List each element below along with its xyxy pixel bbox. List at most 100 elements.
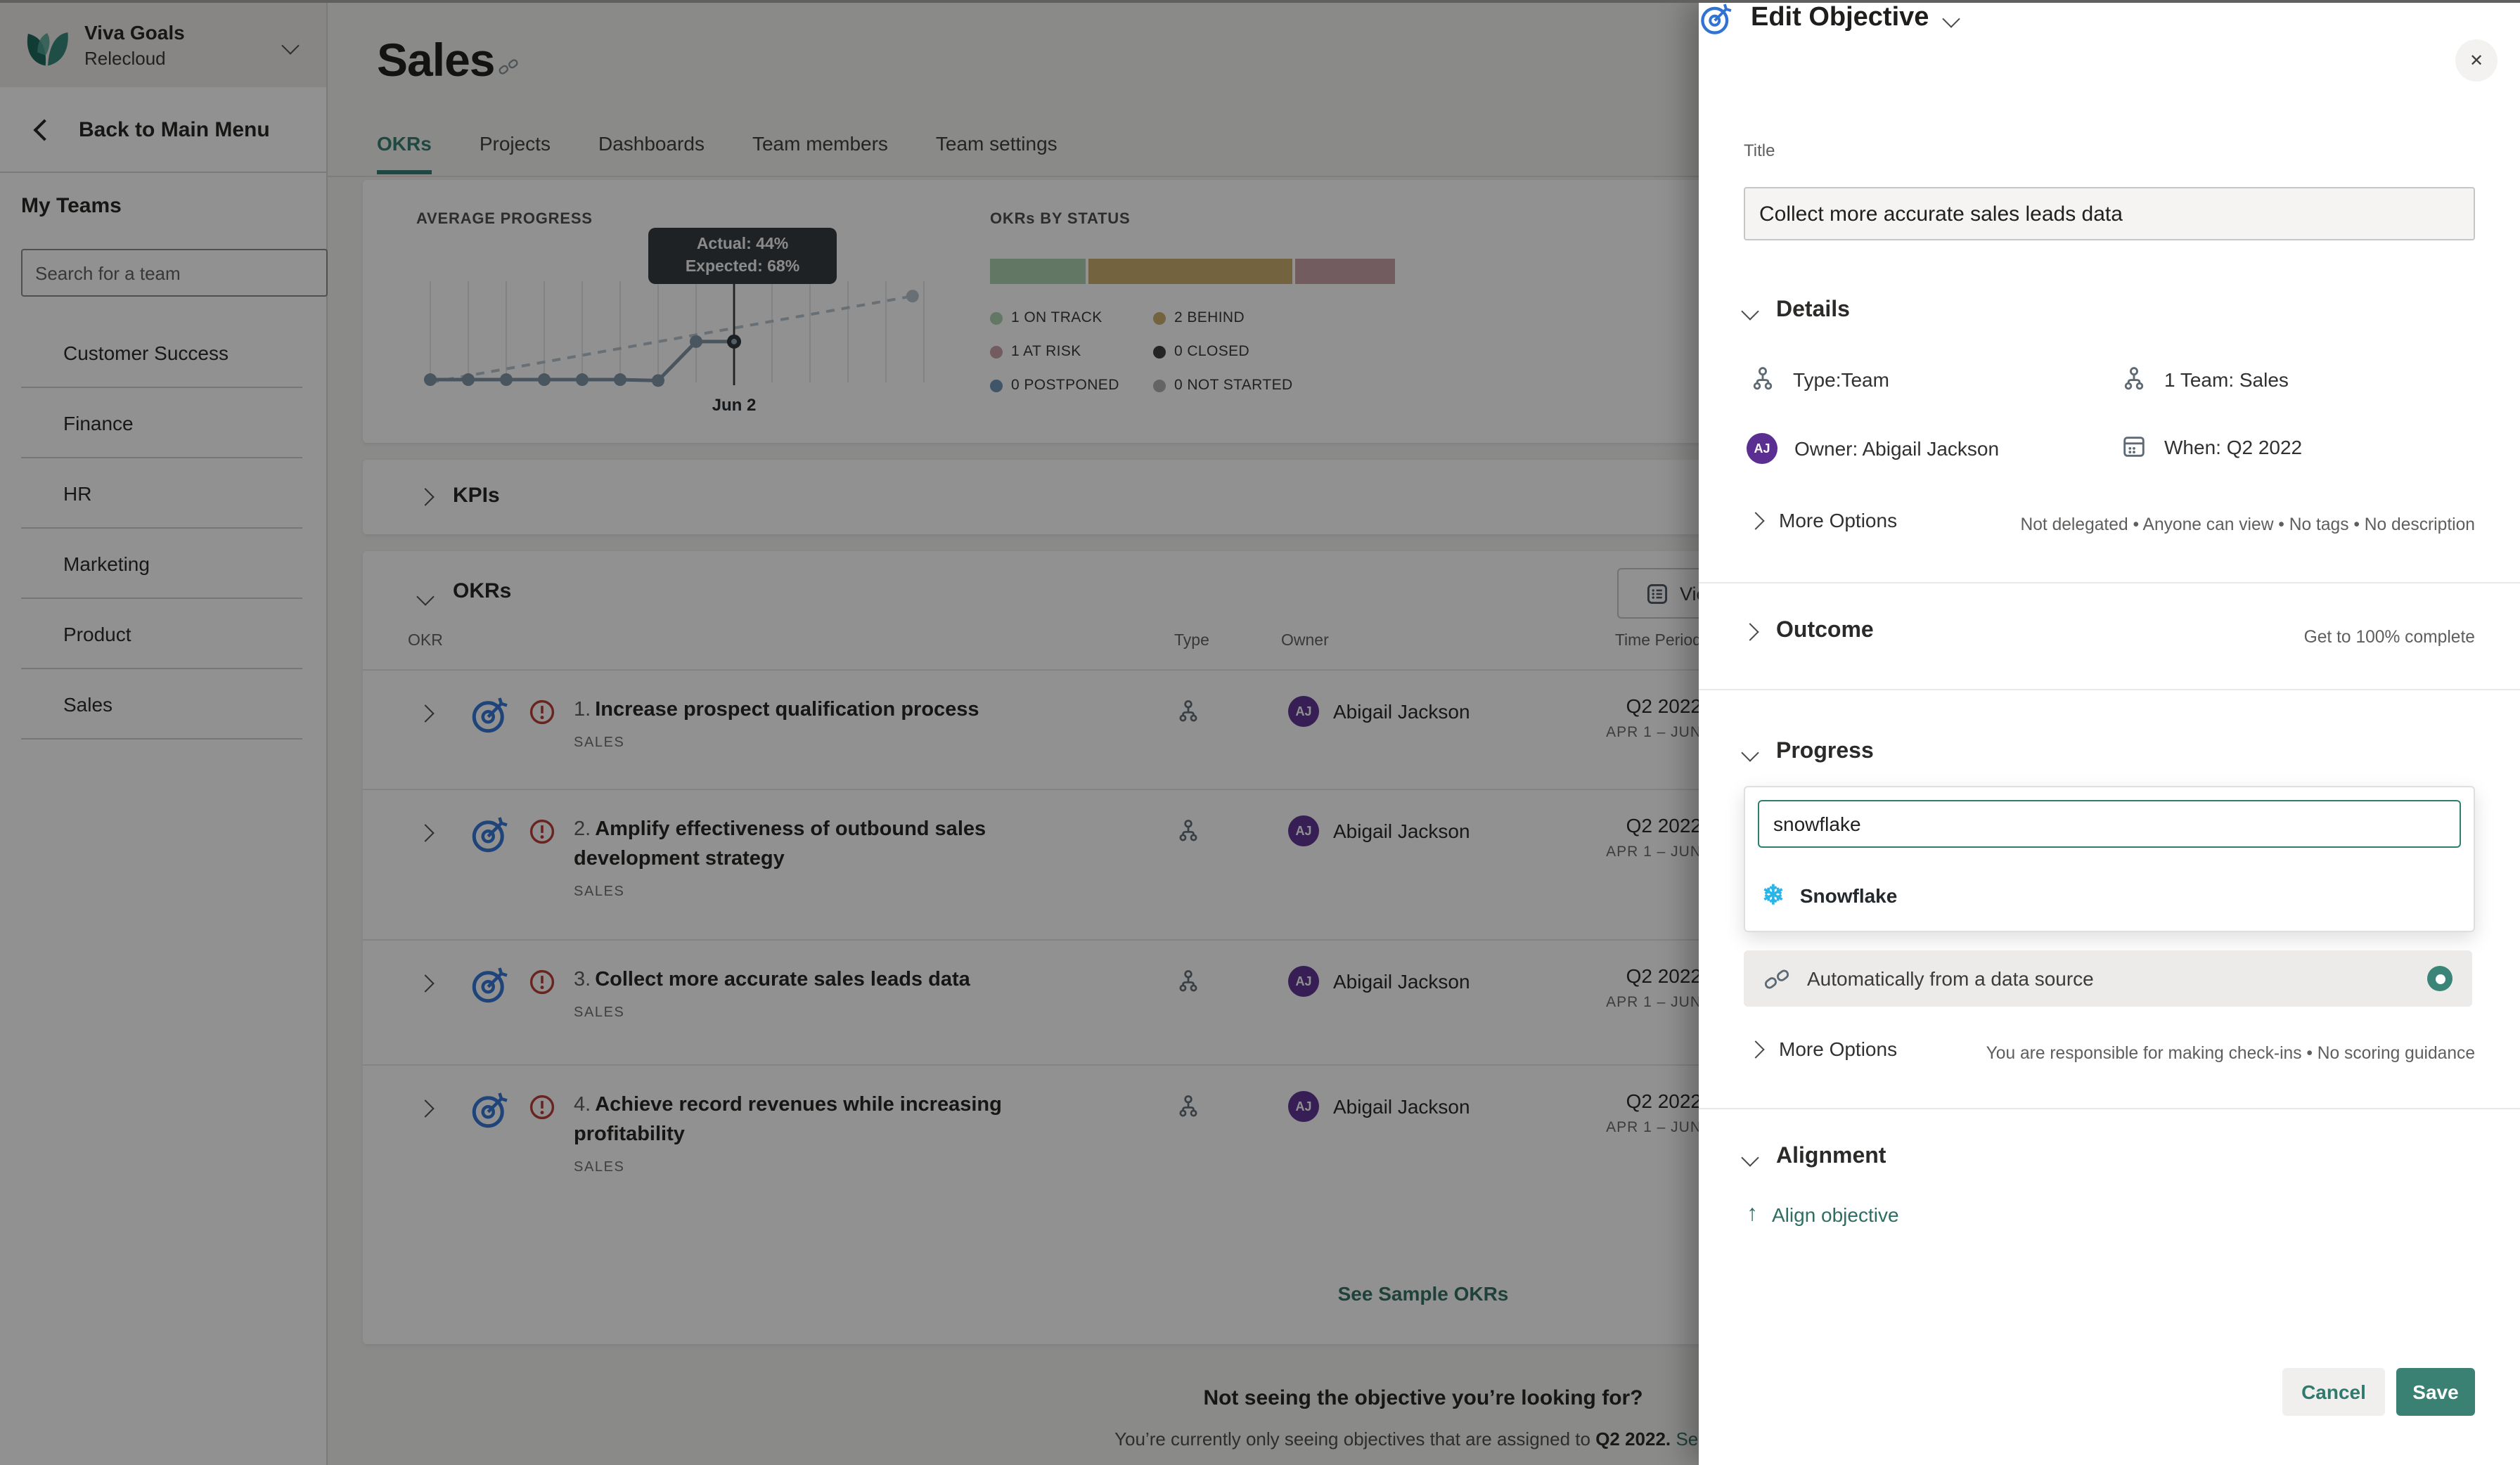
okr-title[interactable]: 1. Increase prospect qualification proces…: [574, 699, 979, 721]
objective-target-icon: [1699, 0, 1735, 37]
chevron-down-icon: [1741, 302, 1759, 320]
cancel-button[interactable]: Cancel: [2282, 1368, 2385, 1416]
at-risk-alert-icon: [529, 818, 555, 845]
table-row[interactable]: 2. Amplify effectiveness of outbound sale…: [363, 789, 2483, 939]
org-type-icon: [1749, 366, 1776, 392]
sidebar-item-marketing[interactable]: Marketing: [0, 529, 326, 599]
detail-team[interactable]: 1 Team: Sales: [2121, 366, 2289, 392]
outcome-section-header[interactable]: Outcome: [1741, 619, 1874, 644]
collapse-okrs-icon[interactable]: [416, 588, 435, 606]
tab-projects[interactable]: Projects: [479, 132, 551, 155]
save-button[interactable]: Save: [2396, 1368, 2475, 1416]
status-segment-on-track: [990, 259, 1086, 284]
owner-name[interactable]: Abigail Jackson: [1333, 1095, 1470, 1118]
tooltip-expected: Expected: 68%: [685, 259, 800, 276]
table-row[interactable]: 4. Achieve record revenues while increasi…: [363, 1064, 2483, 1223]
owner-name[interactable]: Abigail Jackson: [1333, 970, 1470, 993]
okr-title[interactable]: 3. Collect more accurate sales leads data: [574, 969, 970, 991]
details-more-options[interactable]: More Options: [1747, 509, 1897, 531]
see-sample-okrs-link[interactable]: See Sample OKRs: [1337, 1282, 1509, 1305]
expand-row-icon[interactable]: [416, 824, 435, 842]
team-type-icon: [1176, 699, 1201, 724]
chevron-down-icon[interactable]: [281, 37, 300, 55]
owner-avatar: AJ: [1288, 696, 1319, 727]
owner-avatar: AJ: [1747, 433, 1778, 464]
expand-row-icon[interactable]: [416, 704, 435, 723]
team-list: Customer Success Finance HR Marketing Pr…: [0, 318, 326, 740]
org-switcher[interactable]: Viva Goals Relecloud: [0, 3, 326, 87]
panel-title: Edit Objective: [1751, 3, 1929, 32]
objective-title-input[interactable]: [1744, 187, 2475, 240]
details-section-header[interactable]: Details: [1741, 298, 1850, 323]
expand-row-icon[interactable]: [416, 1099, 435, 1118]
at-risk-alert-icon: [529, 969, 555, 995]
chevron-right-icon: [1741, 622, 1759, 640]
owner-name[interactable]: Abigail Jackson: [1333, 700, 1470, 723]
tab-team-members[interactable]: Team members: [752, 132, 888, 155]
status-segment-behind: [1088, 259, 1292, 284]
divider: [1699, 689, 2520, 690]
details-more-note: Not delegated • Anyone can view • No tag…: [2020, 515, 2475, 534]
okr-team-tag: SALES: [574, 735, 625, 751]
okr-table: 1. Increase prospect qualification proces…: [363, 669, 2483, 1223]
expand-kpis-icon[interactable]: [416, 488, 435, 506]
team-type-icon: [1176, 969, 1201, 994]
progress-more-options[interactable]: More Options: [1747, 1038, 1897, 1060]
sidebar-item-finance[interactable]: Finance: [0, 388, 326, 458]
data-source-radio-selected[interactable]: [2427, 966, 2452, 991]
team-type-icon: [1176, 1094, 1201, 1119]
alignment-section-header[interactable]: Alignment: [1741, 1144, 1886, 1170]
team-search-input[interactable]: [21, 249, 328, 297]
align-objective-link[interactable]: ↑ Align objective: [1747, 1202, 1899, 1226]
table-row[interactable]: 3. Collect more accurate sales leads data…: [363, 939, 2483, 1064]
column-header-owner: Owner: [1281, 633, 1329, 650]
owner-name[interactable]: Abigail Jackson: [1333, 820, 1470, 842]
kpis-label: KPIs: [453, 484, 500, 508]
status-segment-at-risk: [1295, 259, 1395, 284]
progress-section-header[interactable]: Progress: [1741, 740, 1874, 765]
legend-behind: 2 BEHIND: [1153, 309, 1392, 326]
data-source-search-input[interactable]: [1758, 800, 2461, 848]
average-progress-label: AVERAGE PROGRESS: [416, 211, 593, 228]
detail-when[interactable]: When: Q2 2022: [2121, 433, 2302, 460]
divider: [1699, 582, 2520, 583]
okr-title[interactable]: 4. Achieve record revenues while increasi…: [574, 1094, 1002, 1147]
table-row[interactable]: 1. Increase prospect qualification proces…: [363, 669, 2483, 789]
time-period-cell: Q2 2022 APR 1 – JUN: [1606, 964, 1702, 1011]
team-tabs: OKRs Projects Dashboards Team members Te…: [377, 132, 1058, 174]
panel-footer-buttons: Cancel Save: [1699, 1368, 2475, 1416]
owner-avatar: AJ: [1288, 1091, 1319, 1122]
sidebar-item-sales[interactable]: Sales: [0, 669, 326, 740]
okr-title[interactable]: 2. Amplify effectiveness of outbound sale…: [574, 818, 986, 871]
snowflake-option[interactable]: ❄ Snowflake: [1762, 881, 1898, 910]
column-header-time-period: Time Period: [1614, 633, 1702, 650]
chart-x-tick: Jun 2: [712, 396, 757, 415]
legend-on-track: 1 ON TRACK: [990, 309, 1153, 326]
tab-okrs[interactable]: OKRs: [377, 132, 432, 174]
sidebar-item-customer-success[interactable]: Customer Success: [0, 318, 326, 388]
page-title: Sales: [377, 34, 495, 86]
my-teams-heading: My Teams: [21, 194, 122, 218]
detail-type[interactable]: Type:Team: [1749, 366, 1889, 392]
legend-postponed: 0 POSTPONED: [990, 377, 1153, 394]
chevron-right-icon: [1747, 511, 1765, 529]
sidebar-item-product[interactable]: Product: [0, 599, 326, 669]
back-to-main-menu[interactable]: Back to Main Menu: [0, 107, 326, 155]
tab-team-settings[interactable]: Team settings: [935, 132, 1058, 155]
divider: [1699, 1108, 2520, 1109]
data-source-dropdown: ❄ Snowflake: [1744, 786, 2475, 932]
average-progress-chart: Jun 2: [424, 281, 925, 415]
objective-target-icon: [470, 693, 512, 735]
expand-row-icon[interactable]: [416, 974, 435, 993]
detail-owner[interactable]: AJ Owner: Abigail Jackson: [1747, 433, 1999, 464]
sidebar-item-hr[interactable]: HR: [0, 458, 326, 529]
okr-team-tag: SALES: [574, 884, 625, 901]
close-button[interactable]: ✕: [2455, 39, 2498, 82]
link-icon[interactable]: [498, 56, 519, 77]
legend-at-risk: 1 AT RISK: [990, 343, 1153, 360]
tab-dashboards[interactable]: Dashboards: [598, 132, 705, 155]
okr-team-tag: SALES: [574, 1005, 625, 1021]
chevron-down-icon[interactable]: [1941, 9, 1960, 27]
legend-dot: [990, 311, 1003, 324]
